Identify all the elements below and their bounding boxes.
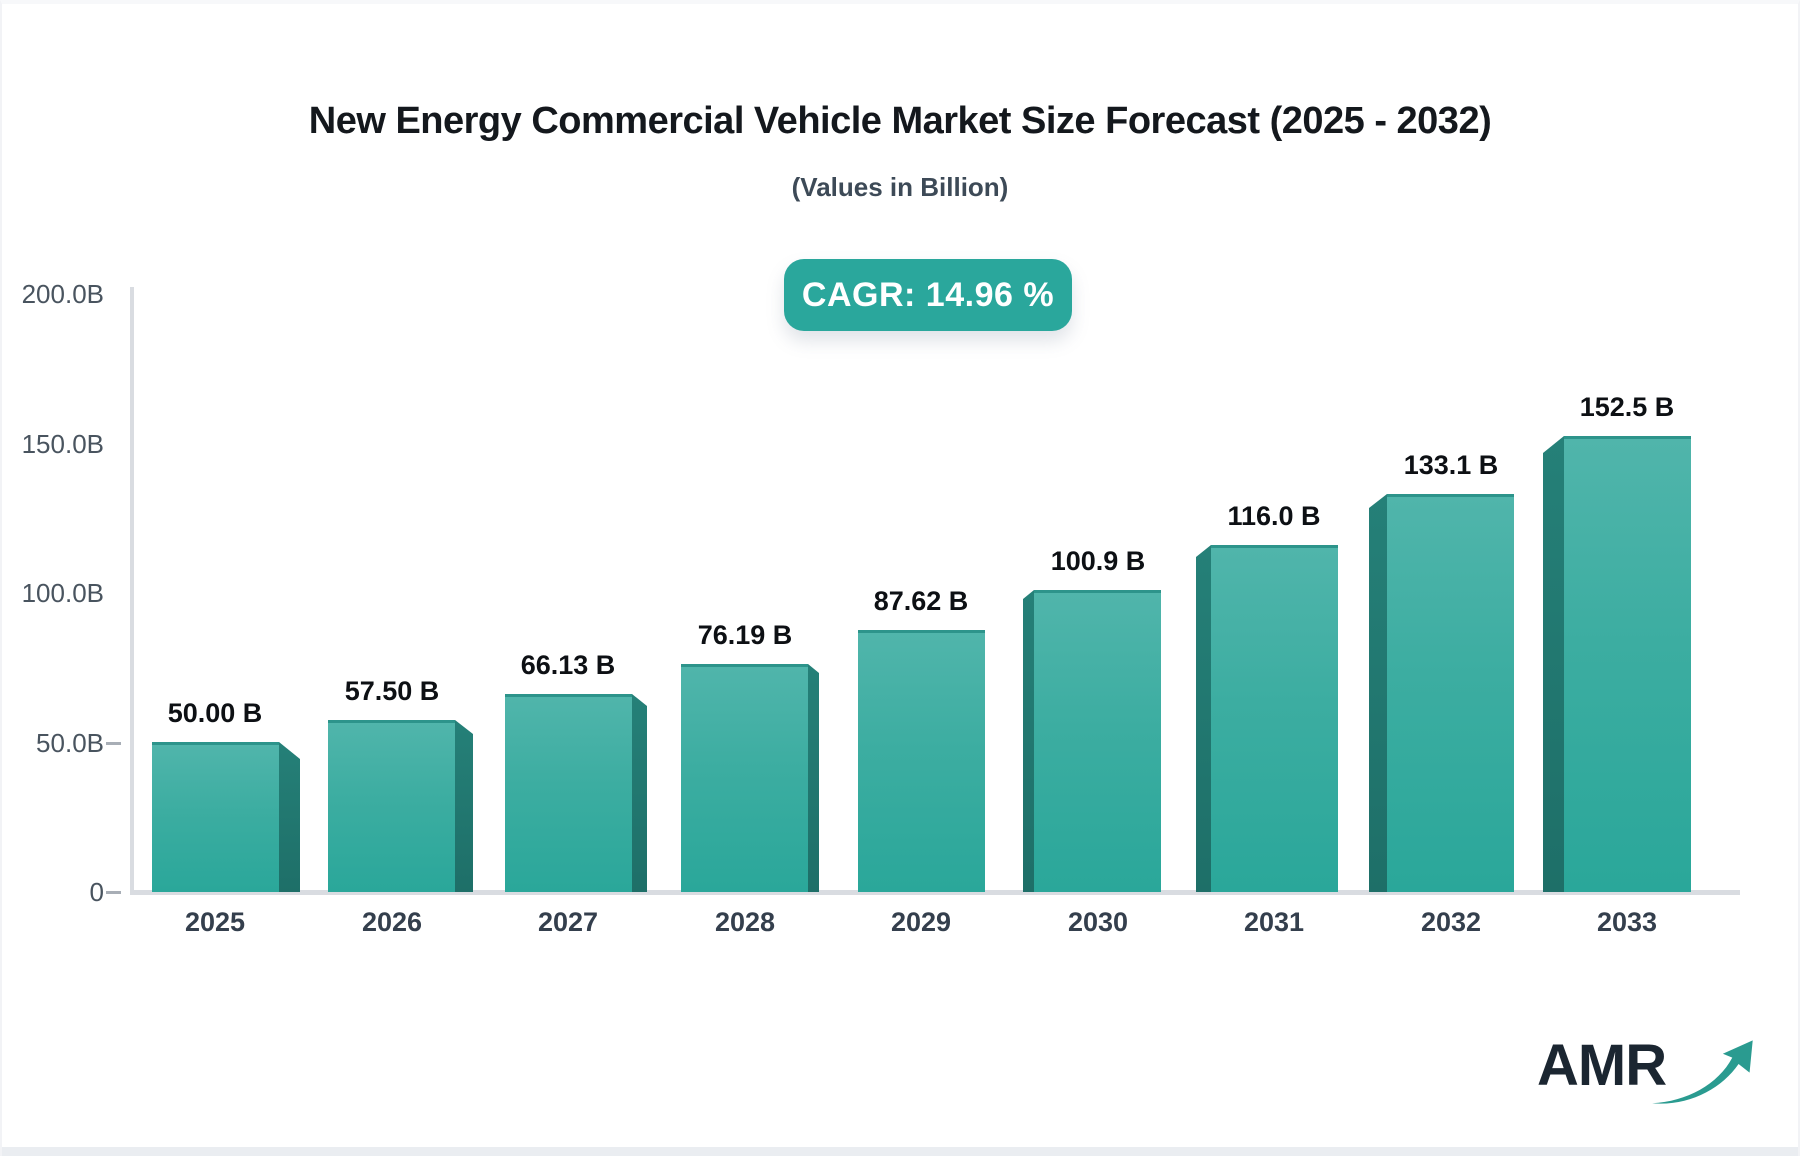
bar-side-face [632,694,647,892]
bar-2025 [152,742,279,892]
x-axis-label: 2029 [890,907,952,937]
bar-side-face [1196,545,1211,892]
bar-value-label: 100.9 B [1050,546,1146,576]
bar-2029 [858,630,985,892]
bar-side-face [1543,436,1564,892]
x-axis-label: 2032 [1420,907,1482,937]
bar-side-face [279,742,300,892]
chart-subtitle: (Values in Billion) [791,172,1009,202]
x-axis-label: 2025 [184,907,246,937]
y-axis-tick-label: 200.0B [21,279,104,309]
y-axis-tick-label: 50.0B [36,727,104,758]
bar-side-face [455,720,473,892]
y-axis-tick-label: 0 [89,877,104,907]
growth-arrow-icon [1652,1040,1753,1104]
x-axis-label: 2028 [714,907,776,937]
chart-title: New Energy Commercial Vehicle Market Siz… [308,100,1492,142]
bar-value-label: 50.00 B [167,698,263,728]
bar-2026 [328,720,455,892]
x-axis-line [130,890,1740,895]
bar-2027 [505,694,632,892]
x-axis-label: 2027 [537,907,599,937]
bar-value-label: 66.13 B [520,650,616,680]
bar-side-face [808,664,819,892]
brand-logo: AMR [1537,1032,1753,1122]
y-axis-tick-label: 150.0B [21,428,104,459]
bar-value-label: 116.0 B [1227,501,1321,531]
bar-value-label: 152.5 B [1579,392,1675,422]
x-axis-label: 2031 [1243,907,1305,937]
bar-side-face [1369,494,1387,892]
y-axis-tick-label: 100.0B [21,578,104,608]
bar-2030 [1034,590,1161,892]
bar-value-label: 76.19 B [697,620,793,650]
y-axis-tick-mark [106,741,121,745]
bottom-edge-strip [2,1147,1798,1156]
x-axis-label: 2026 [361,907,423,937]
bar-value-label: 87.62 B [873,586,969,616]
brand-logo-text: AMR [1537,1033,1667,1098]
bar-value-label: 133.1 B [1403,450,1499,480]
bar-side-face [1023,590,1034,892]
y-axis-line [130,287,134,894]
bar-2033 [1564,436,1691,892]
cagr-badge: CAGR: 14.96 % [784,259,1072,331]
x-axis-label: 2033 [1596,907,1658,937]
bar-value-label: 57.50 B [344,676,440,706]
bar-2032 [1387,494,1514,892]
y-axis-tick-mark [106,891,121,894]
bar-2028 [681,664,808,892]
bar-chart: 200.0B 150.0B 100.0B 50.0B 0 50.00 B 2025 57.50… [2,4,1798,1156]
x-axis-label: 2030 [1067,907,1129,937]
bar-2031 [1211,545,1338,892]
